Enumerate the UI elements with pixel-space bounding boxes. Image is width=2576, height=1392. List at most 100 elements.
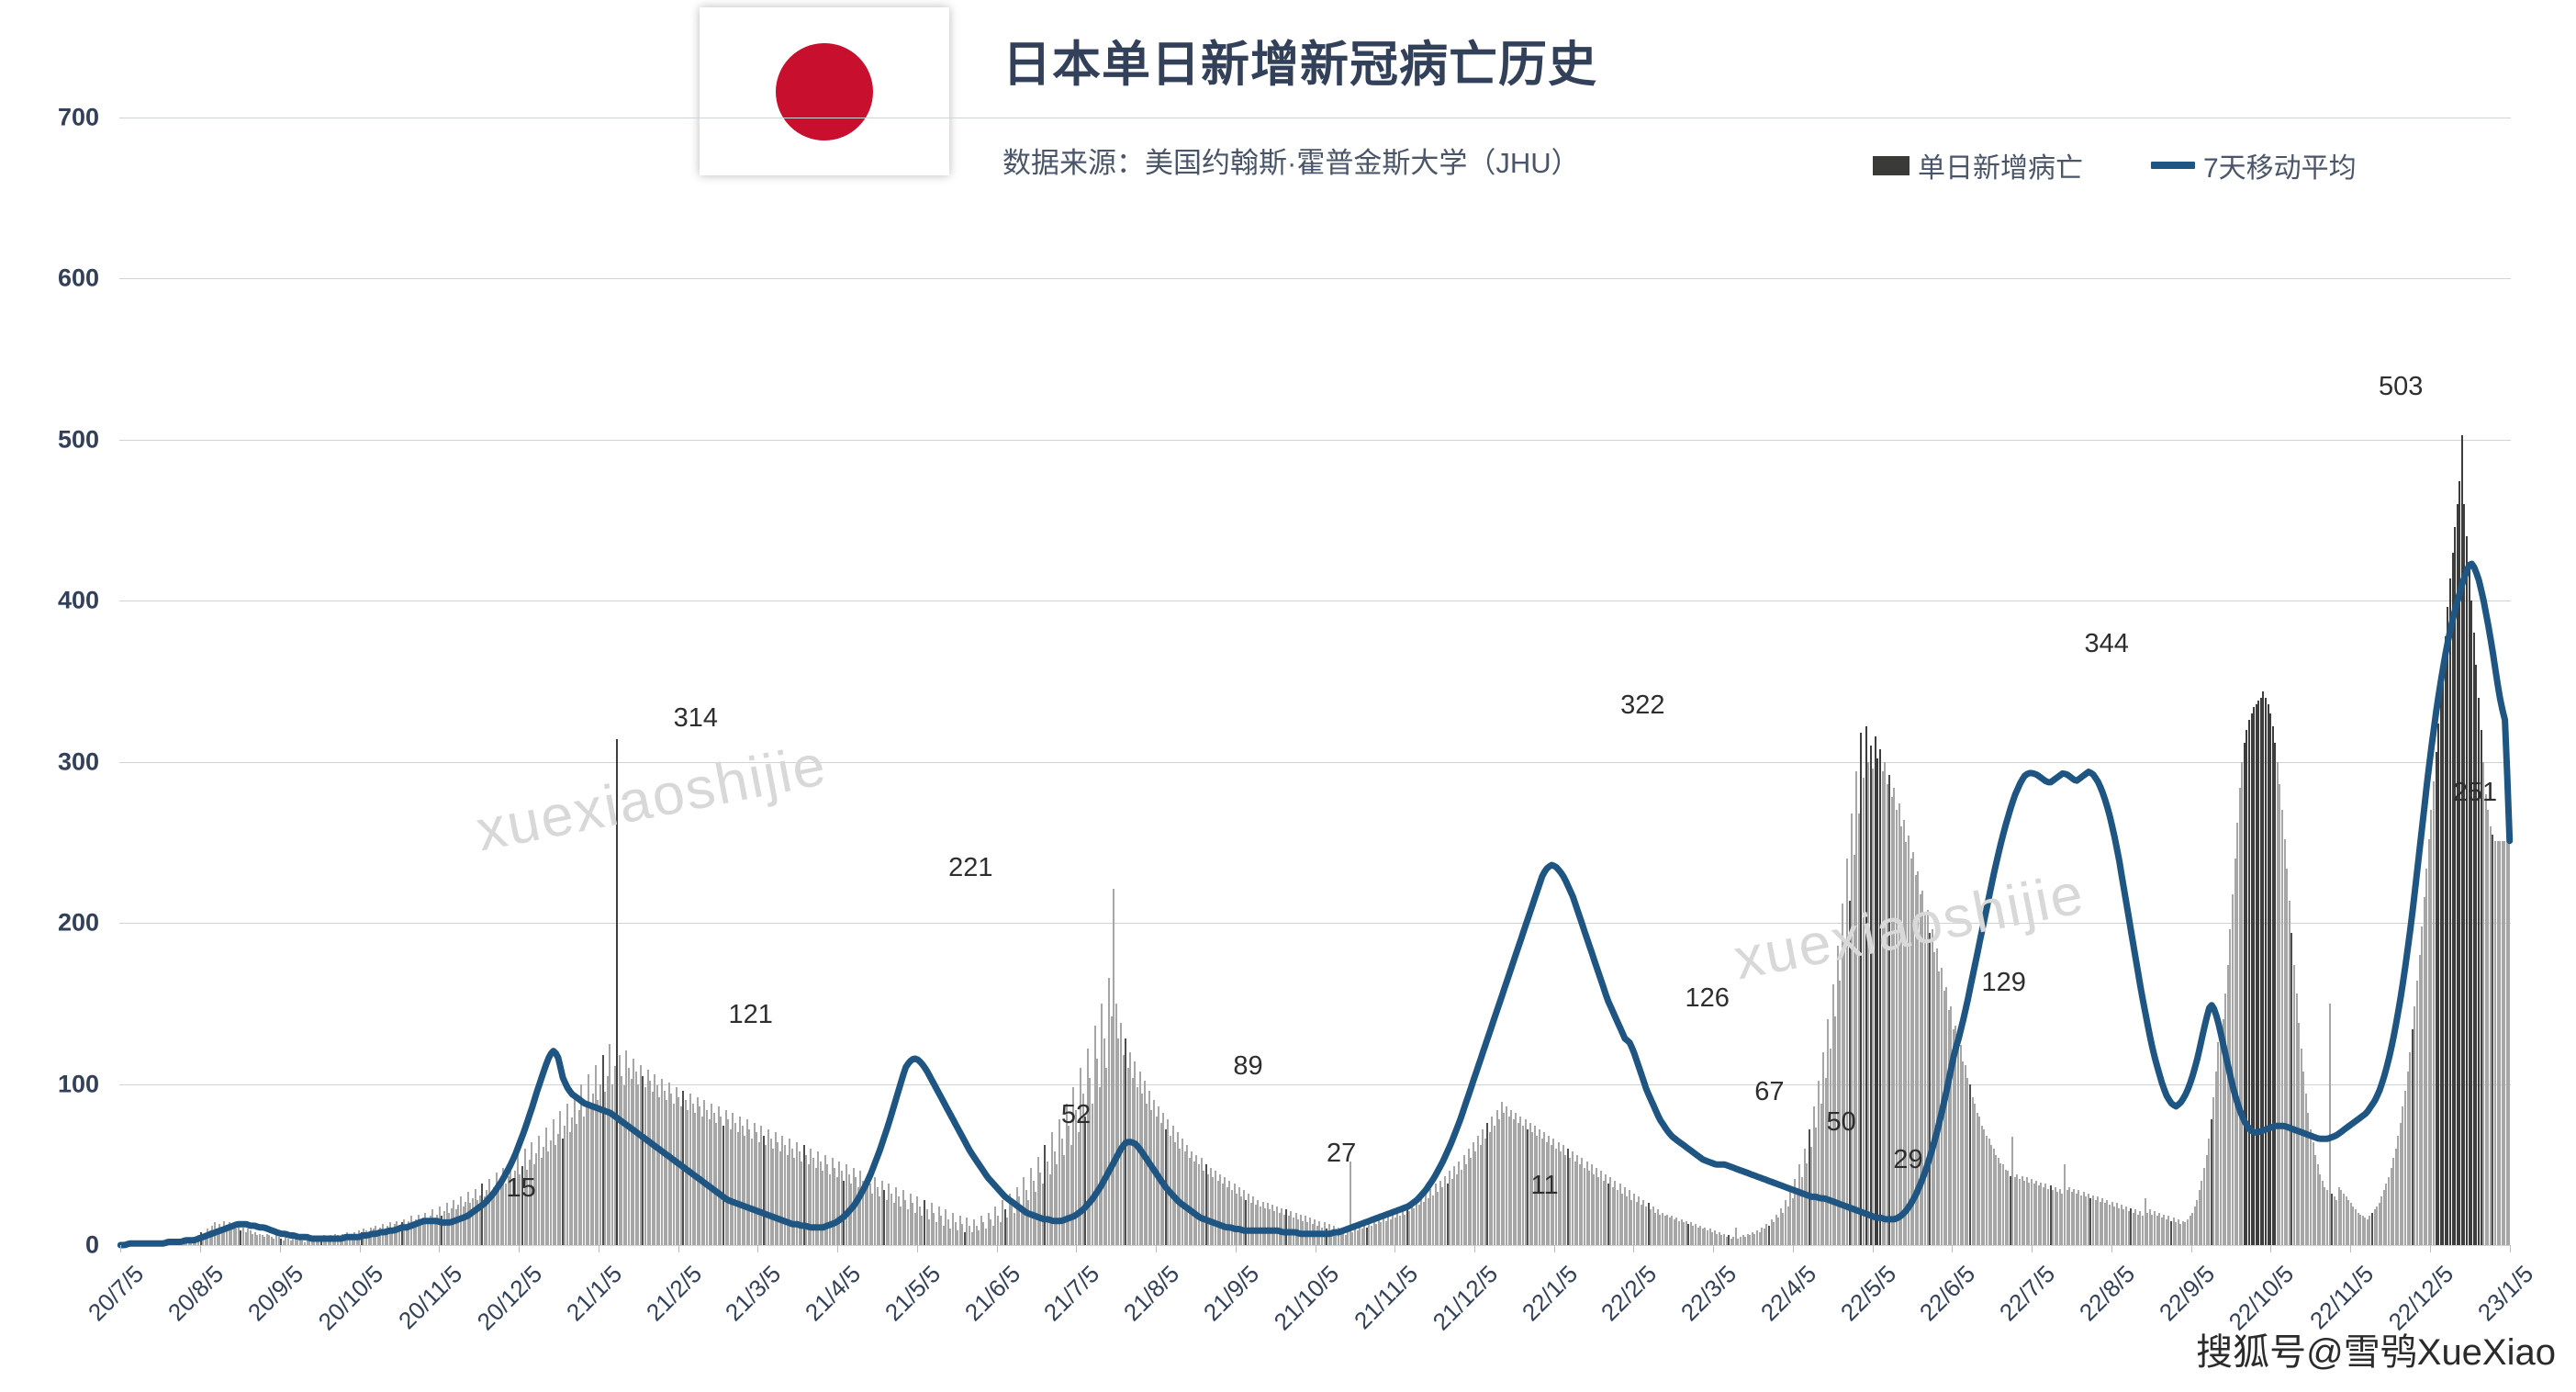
bar — [298, 1238, 301, 1245]
bar — [498, 1186, 500, 1245]
bar — [625, 1050, 628, 1245]
data-label: 251 — [2452, 777, 2498, 807]
bar — [897, 1196, 900, 1245]
bar — [1923, 913, 1926, 1245]
x-axis-tick-mark — [837, 1245, 838, 1252]
bar — [1896, 810, 1898, 1245]
bar — [297, 1240, 299, 1245]
bar — [1585, 1161, 1588, 1245]
bar — [1628, 1190, 1630, 1245]
bar — [765, 1145, 767, 1245]
bar — [1517, 1122, 1519, 1245]
bar — [2153, 1211, 2156, 1245]
bar — [1361, 1229, 1363, 1245]
bar — [1545, 1141, 1548, 1245]
bar — [963, 1231, 966, 1245]
bar — [1950, 1006, 1953, 1245]
bar — [727, 1119, 730, 1245]
bar — [487, 1179, 490, 1245]
bar — [1495, 1109, 1498, 1245]
bar — [376, 1230, 379, 1245]
bar — [703, 1100, 706, 1245]
x-axis-tick-label: 20/12/5 — [471, 1260, 548, 1336]
bar — [687, 1109, 689, 1245]
data-label: 27 — [1327, 1138, 1357, 1168]
bar — [1848, 900, 1851, 1245]
bar — [481, 1184, 484, 1245]
bar — [1860, 733, 1863, 1245]
x-axis-tick-label: 22/7/5 — [1994, 1260, 2061, 1327]
bar — [2487, 810, 2490, 1245]
bar — [1964, 1064, 1966, 1245]
bar — [2234, 858, 2236, 1245]
bar — [511, 1179, 514, 1245]
bar — [2037, 1185, 2040, 1245]
bar — [1555, 1148, 1558, 1245]
data-label: 129 — [1981, 967, 2026, 997]
bar — [606, 1075, 609, 1245]
bar — [2025, 1177, 2028, 1245]
bar — [1652, 1206, 1654, 1245]
bar — [1349, 1161, 1351, 1245]
bar — [1039, 1173, 1042, 1245]
bar — [263, 1237, 266, 1245]
bar — [1884, 761, 1887, 1245]
bar — [294, 1237, 297, 1245]
bar — [744, 1135, 746, 1245]
bar — [1008, 1193, 1011, 1245]
x-axis-tick-label: 21/6/5 — [958, 1260, 1025, 1327]
bar — [531, 1141, 533, 1245]
bar — [2002, 1164, 2005, 1245]
bar — [601, 1055, 604, 1245]
bar — [2250, 713, 2253, 1245]
bar — [966, 1218, 969, 1245]
bar — [1773, 1222, 1775, 1245]
bar — [1789, 1190, 1792, 1245]
bar — [2300, 1048, 2302, 1245]
bar — [2224, 993, 2227, 1245]
bar — [1753, 1233, 1756, 1245]
bar — [1725, 1237, 1728, 1245]
x-axis-tick-label: 20/9/5 — [241, 1260, 308, 1327]
bar — [1398, 1216, 1401, 1245]
y-axis-tick-label: 300 — [57, 747, 99, 776]
bar — [516, 1154, 519, 1245]
plot-area: 0 100 200 300 400 500 600 700 15 314 121 221 52 89 27… — [58, 104, 2514, 1259]
bar — [1330, 1230, 1333, 1245]
bar — [1697, 1227, 1699, 1245]
bar — [588, 1074, 590, 1245]
bar — [2212, 1096, 2215, 1245]
bar — [1065, 1103, 1068, 1245]
bar — [1687, 1224, 1690, 1245]
bar — [2392, 1158, 2395, 1245]
legend-item-daily-deaths[interactable]: 单日新增病亡 — [1873, 145, 2083, 185]
bar — [2333, 1196, 2335, 1245]
bar — [1566, 1148, 1569, 1245]
x-axis-tick-mark — [996, 1245, 998, 1252]
bar — [1701, 1229, 1704, 1245]
bar — [822, 1171, 824, 1245]
y-axis-tick-label: 600 — [57, 264, 99, 292]
bar — [549, 1139, 552, 1245]
bar — [946, 1218, 949, 1245]
bar — [826, 1164, 829, 1245]
bar — [741, 1126, 744, 1245]
bar — [315, 1240, 318, 1245]
bar — [1474, 1151, 1477, 1245]
bar — [1990, 1145, 1993, 1245]
bar — [1647, 1203, 1650, 1245]
line-series-moving-average — [117, 560, 2514, 1249]
bar — [486, 1190, 488, 1245]
bar — [1344, 1235, 1347, 1245]
bar — [717, 1106, 720, 1245]
bar — [2070, 1192, 2073, 1245]
bar — [888, 1184, 890, 1245]
legend-item-moving-average[interactable]: 7天移动平均 — [2151, 145, 2357, 185]
bar — [1786, 1206, 1789, 1245]
bar — [1060, 1139, 1063, 1245]
bar — [609, 1043, 611, 1245]
bar — [655, 1085, 658, 1245]
bar — [2345, 1196, 2347, 1245]
bar — [2075, 1193, 2078, 1245]
bar — [1611, 1186, 1614, 1245]
